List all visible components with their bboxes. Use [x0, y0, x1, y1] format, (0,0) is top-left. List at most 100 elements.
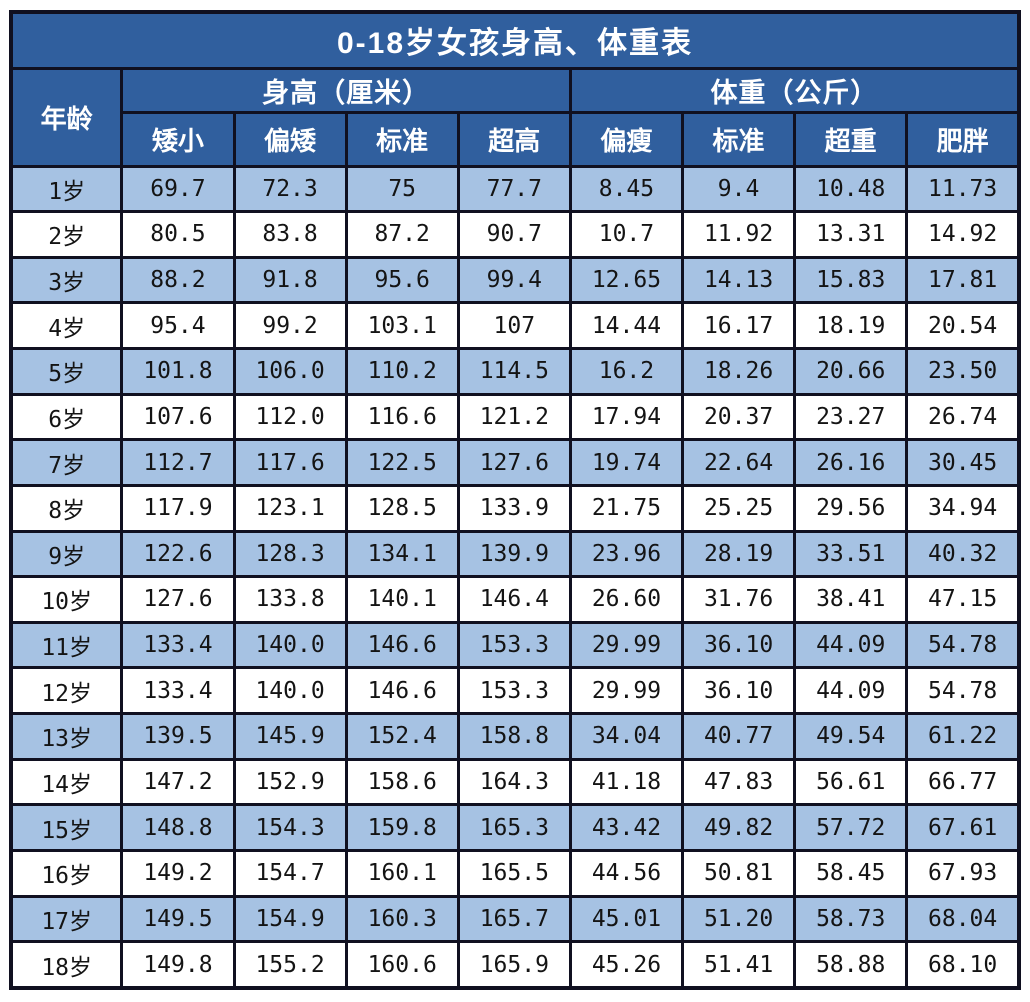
value-cell: 21.75: [568, 483, 685, 533]
value-cell: 16.2: [568, 347, 685, 396]
page-title: 0-18岁女孩身高、体重表: [9, 10, 1021, 70]
value-cell: 165.7: [456, 894, 572, 944]
value-cell: 153.3: [456, 620, 572, 670]
age-cell: 18岁: [9, 940, 124, 990]
value-cell: 133.4: [120, 620, 236, 670]
value-cell: 134.1: [344, 529, 460, 579]
value-cell: 14.44: [568, 301, 685, 350]
table-row: 7岁 112.7 117.6 122.5 127.6 19.74 22.64 26.16 30.…: [9, 438, 1021, 487]
value-cell: 44.56: [568, 848, 685, 898]
sub-header-height-short: 矮小: [120, 110, 236, 168]
sub-header-weight-over: 超重: [793, 110, 909, 168]
value-cell: 146.6: [344, 620, 460, 670]
value-cell: 29.56: [793, 483, 909, 533]
value-cell: 154.3: [232, 803, 348, 852]
value-cell: 152.4: [344, 712, 460, 761]
value-cell: 11.73: [905, 164, 1021, 214]
value-cell: 40.77: [680, 712, 797, 761]
value-cell: 36.10: [680, 666, 797, 715]
value-cell: 34.94: [905, 483, 1021, 533]
value-cell: 17.81: [905, 255, 1021, 305]
value-cell: 90.7: [456, 210, 572, 259]
table-row: 10岁 127.6 133.8 140.1 146.4 26.60 31.76 38.41 47…: [9, 575, 1021, 624]
value-cell: 41.18: [568, 757, 685, 807]
table-row: 12岁 133.4 140.0 146.6 153.3 29.99 36.10 44.09 54…: [9, 666, 1021, 715]
table-row: 5岁 101.8 106.0 110.2 114.5 16.2 18.26 20.66 23.5…: [9, 347, 1021, 396]
value-cell: 160.3: [344, 894, 460, 944]
value-cell: 147.2: [120, 757, 236, 807]
value-cell: 159.8: [344, 803, 460, 852]
value-cell: 121.2: [456, 392, 572, 442]
value-cell: 11.92: [680, 210, 797, 259]
age-cell: 16岁: [9, 848, 124, 898]
table-row: 13岁 139.5 145.9 152.4 158.8 34.04 40.77 49.54 61…: [9, 712, 1021, 761]
value-cell: 13.31: [793, 210, 909, 259]
value-cell: 45.26: [568, 940, 685, 990]
age-cell: 12岁: [9, 666, 124, 715]
value-cell: 101.8: [120, 347, 236, 396]
table-row: 18岁 149.8 155.2 160.6 165.9 45.26 51.41 58.88 68…: [9, 940, 1021, 990]
value-cell: 146.6: [344, 666, 460, 715]
age-cell: 4岁: [9, 301, 124, 350]
title-row: 0-18岁女孩身高、体重表: [9, 10, 1021, 70]
value-cell: 149.2: [120, 848, 236, 898]
value-cell: 91.8: [232, 255, 348, 305]
sub-header-height-tall: 超高: [456, 110, 572, 168]
value-cell: 54.78: [905, 666, 1021, 715]
value-cell: 25.25: [680, 483, 797, 533]
value-cell: 44.09: [793, 620, 909, 670]
value-cell: 49.82: [680, 803, 797, 852]
value-cell: 110.2: [344, 347, 460, 396]
value-cell: 38.41: [793, 575, 909, 624]
height-group-header: 身高（厘米）: [120, 66, 572, 114]
age-cell: 17岁: [9, 894, 124, 944]
value-cell: 154.7: [232, 848, 348, 898]
value-cell: 95.6: [344, 255, 460, 305]
value-cell: 67.61: [905, 803, 1021, 852]
table-row: 15岁 148.8 154.3 159.8 165.3 43.42 49.82 57.72 67…: [9, 803, 1021, 852]
value-cell: 106.0: [232, 347, 348, 396]
value-cell: 112.0: [232, 392, 348, 442]
value-cell: 58.88: [793, 940, 909, 990]
value-cell: 158.8: [456, 712, 572, 761]
value-cell: 20.54: [905, 301, 1021, 350]
value-cell: 68.10: [905, 940, 1021, 990]
weight-group-header: 体重（公斤）: [568, 66, 1021, 114]
value-cell: 80.5: [120, 210, 236, 259]
value-cell: 165.3: [456, 803, 572, 852]
sub-header-row: 矮小 偏矮 标准 超高 偏瘦 标准 超重 肥胖: [11, 110, 1021, 168]
value-cell: 99.2: [232, 301, 348, 350]
age-cell: 1岁: [9, 164, 124, 214]
value-cell: 12.65: [568, 255, 685, 305]
table-row: 2岁 80.5 83.8 87.2 90.7 10.7 11.92 13.31 14.92: [9, 210, 1021, 259]
value-cell: 58.45: [793, 848, 909, 898]
value-cell: 29.99: [568, 620, 685, 670]
value-cell: 114.5: [456, 347, 572, 396]
value-cell: 164.3: [456, 757, 572, 807]
value-cell: 26.74: [905, 392, 1021, 442]
value-cell: 75: [344, 164, 460, 214]
value-cell: 61.22: [905, 712, 1021, 761]
value-cell: 133.8: [232, 575, 348, 624]
value-cell: 165.5: [456, 848, 572, 898]
value-cell: 20.37: [680, 392, 797, 442]
value-cell: 152.9: [232, 757, 348, 807]
age-cell: 2岁: [9, 210, 124, 259]
value-cell: 33.51: [793, 529, 909, 579]
value-cell: 58.73: [793, 894, 909, 944]
value-cell: 87.2: [344, 210, 460, 259]
value-cell: 47.15: [905, 575, 1021, 624]
value-cell: 51.20: [680, 894, 797, 944]
value-cell: 127.6: [120, 575, 236, 624]
value-cell: 139.5: [120, 712, 236, 761]
sub-header-height-below: 偏矮: [232, 110, 348, 168]
age-cell: 5岁: [9, 347, 124, 396]
age-cell: 10岁: [9, 575, 124, 624]
value-cell: 18.19: [793, 301, 909, 350]
value-cell: 31.76: [680, 575, 797, 624]
value-cell: 149.8: [120, 940, 236, 990]
age-cell: 11岁: [9, 620, 124, 670]
value-cell: 72.3: [232, 164, 348, 214]
value-cell: 43.42: [568, 803, 685, 852]
